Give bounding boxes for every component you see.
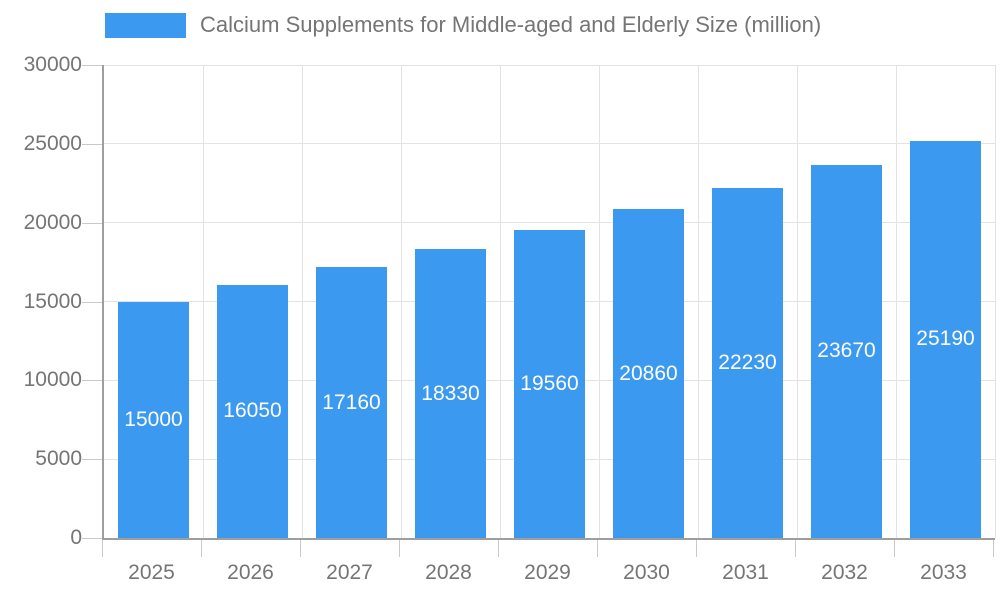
v-gridline (202, 65, 204, 538)
x-axis-label: 2026 (227, 561, 274, 584)
x-axis-tick (993, 540, 994, 557)
x-axis-label: 2027 (326, 561, 373, 584)
v-gridline (499, 65, 501, 538)
y-axis-tick (82, 222, 102, 224)
bar-value-label: 15000 (124, 407, 183, 431)
bar-2030[interactable]: 20860 (613, 209, 684, 538)
bar-value-label: 20860 (619, 361, 678, 385)
x-axis-tick (597, 540, 598, 557)
y-axis-tick (82, 65, 102, 66)
bar-value-label: 22230 (718, 350, 777, 374)
legend[interactable]: Calcium Supplements for Middle-aged and … (105, 12, 821, 38)
y-axis-label: 25000 (23, 131, 82, 155)
v-gridline (598, 65, 600, 538)
y-axis-tick (82, 380, 102, 382)
v-gridline (301, 65, 303, 538)
h-gridline (104, 64, 995, 66)
x-axis-tick (102, 540, 103, 557)
bar-2033[interactable]: 25190 (910, 140, 981, 538)
y-axis-tick (82, 538, 102, 539)
x-axis-tick (300, 540, 301, 557)
bar-value-label: 16050 (223, 399, 282, 423)
bar-value-label: 17160 (322, 390, 381, 414)
legend-swatch (105, 12, 186, 38)
h-gridline (104, 143, 995, 145)
legend-label: Calcium Supplements for Middle-aged and … (200, 12, 822, 37)
bar-2032[interactable]: 23670 (811, 164, 882, 538)
x-axis-tick (894, 540, 895, 557)
bar-2025[interactable]: 15000 (118, 301, 189, 538)
bar-2027[interactable]: 17160 (316, 267, 387, 538)
y-axis-label: 10000 (23, 368, 82, 392)
y-axis-label: 15000 (23, 289, 82, 313)
v-gridline (400, 65, 402, 538)
y-axis-label: 30000 (23, 53, 82, 76)
plot-area: 15000 16050 17160 18330 19560 20860 22230 23670… (102, 64, 996, 540)
x-axis-label: 2033 (920, 561, 967, 584)
x-axis-tick (399, 540, 400, 557)
h-gridline (104, 222, 995, 224)
y-axis-label: 20000 (23, 210, 82, 234)
x-axis-tick (498, 540, 499, 557)
y-axis-tick (82, 143, 102, 145)
x-axis-label: 2031 (722, 561, 769, 584)
x-axis-tick (201, 540, 202, 557)
bar-2029[interactable]: 19560 (514, 229, 585, 538)
x-axis-label: 2029 (524, 561, 571, 584)
y-axis-label: 5000 (35, 447, 82, 471)
bar-value-label: 23670 (817, 339, 876, 363)
bar-2026[interactable]: 16050 (217, 284, 288, 538)
y-axis-tick (82, 301, 102, 303)
v-gridline (895, 65, 897, 538)
x-axis-label: 2032 (821, 561, 868, 584)
y-axis-tick (82, 459, 102, 461)
x-axis-label: 2028 (425, 561, 472, 584)
bar-2031[interactable]: 22230 (712, 187, 783, 538)
v-gridline (994, 65, 996, 538)
bar-2028[interactable]: 18330 (415, 249, 486, 538)
x-axis-tick (795, 540, 796, 557)
bar-value-label: 18330 (421, 381, 480, 405)
x-axis-label: 2025 (128, 561, 175, 584)
v-gridline (796, 65, 798, 538)
x-axis-tick (696, 540, 697, 557)
y-axis-label: 0 (70, 526, 82, 549)
bar-value-label: 25190 (916, 327, 975, 351)
x-axis-label: 2030 (623, 561, 670, 584)
bar-value-label: 19560 (520, 371, 579, 395)
v-gridline (697, 65, 699, 538)
